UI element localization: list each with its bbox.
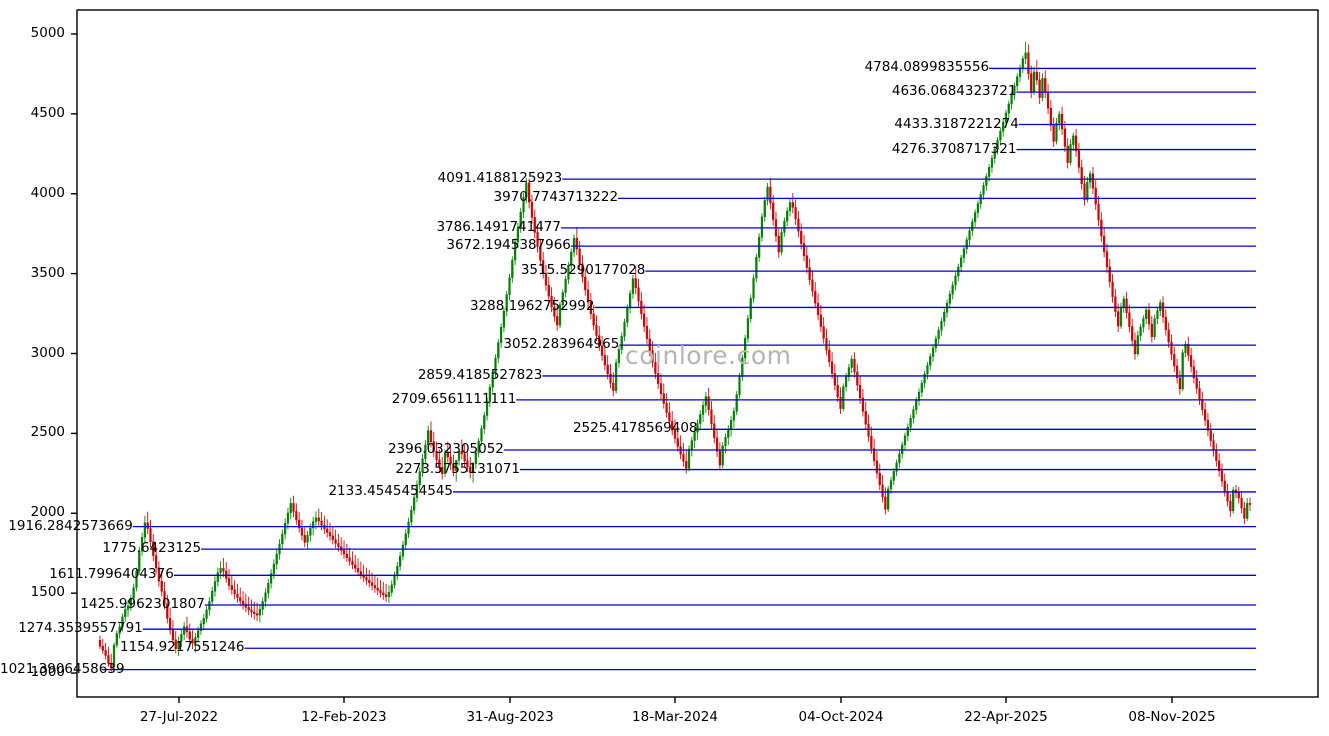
- level-line-label: 2709.6561111111: [391, 390, 517, 407]
- level-line-label: 4433.3187221274: [894, 115, 1019, 132]
- level-line-label: 2859.4185527823: [417, 366, 543, 383]
- level-line-label: 3052.283964965: [503, 336, 620, 353]
- level-line-label: 4276.3708717321: [891, 140, 1017, 157]
- y-tick-label: 2000: [30, 504, 65, 521]
- level-line-label: 3515.5290177028: [520, 262, 646, 279]
- level-line-label: 4784.0899835556: [864, 59, 990, 76]
- level-line-label: 4091.4188125923: [437, 170, 563, 187]
- x-tick-label: 31-Aug-2023: [466, 709, 554, 725]
- level-line-label: 3288.1962752992: [469, 298, 595, 315]
- level-line-label: 1021.3906458639: [0, 660, 125, 677]
- level-line-label: 4636.0684323721: [891, 83, 1017, 100]
- y-tick-label: 4500: [30, 104, 65, 121]
- level-line-label: 1274.3539557791: [18, 620, 143, 637]
- level-line-label: 3672.1945387966: [446, 237, 571, 254]
- level-line-label: 3786.1491741477: [436, 218, 561, 235]
- level-line-label: 1611.7996404376: [49, 566, 174, 583]
- x-tick-label: 04-Oct-2024: [798, 709, 884, 725]
- level-line-label: 3970.7743713222: [493, 189, 619, 206]
- y-tick-label: 5000: [30, 24, 65, 41]
- x-tick-label: 12-Feb-2023: [301, 709, 387, 725]
- y-tick-label: 1000: [30, 664, 65, 681]
- level-line-label: 2273.5755131071: [395, 460, 521, 477]
- y-tick-label: 3000: [30, 344, 65, 361]
- x-tick-label: 27-Jul-2022: [139, 709, 219, 725]
- x-tick-label: 18-Mar-2024: [632, 709, 718, 725]
- level-line-label: 2525.4178569408: [572, 420, 698, 437]
- x-tick-label: 08-Nov-2025: [1128, 709, 1216, 725]
- y-tick-label: 4000: [30, 184, 65, 201]
- y-tick-label: 2500: [30, 424, 65, 441]
- level-line-label: 1916.2842573669: [8, 517, 133, 534]
- level-line-label: 2133.4545454545: [328, 482, 454, 499]
- y-tick-label: 3500: [30, 264, 65, 281]
- level-line-label: 2396.032305052: [387, 440, 504, 457]
- level-line-label: 1154.9217551246: [119, 639, 245, 656]
- level-line-label: 1425.9962301807: [80, 595, 205, 612]
- y-tick-label: 1500: [30, 584, 65, 601]
- x-tick-label: 22-Apr-2025: [964, 709, 1048, 725]
- level-line-label: 1775.6423125: [102, 540, 202, 557]
